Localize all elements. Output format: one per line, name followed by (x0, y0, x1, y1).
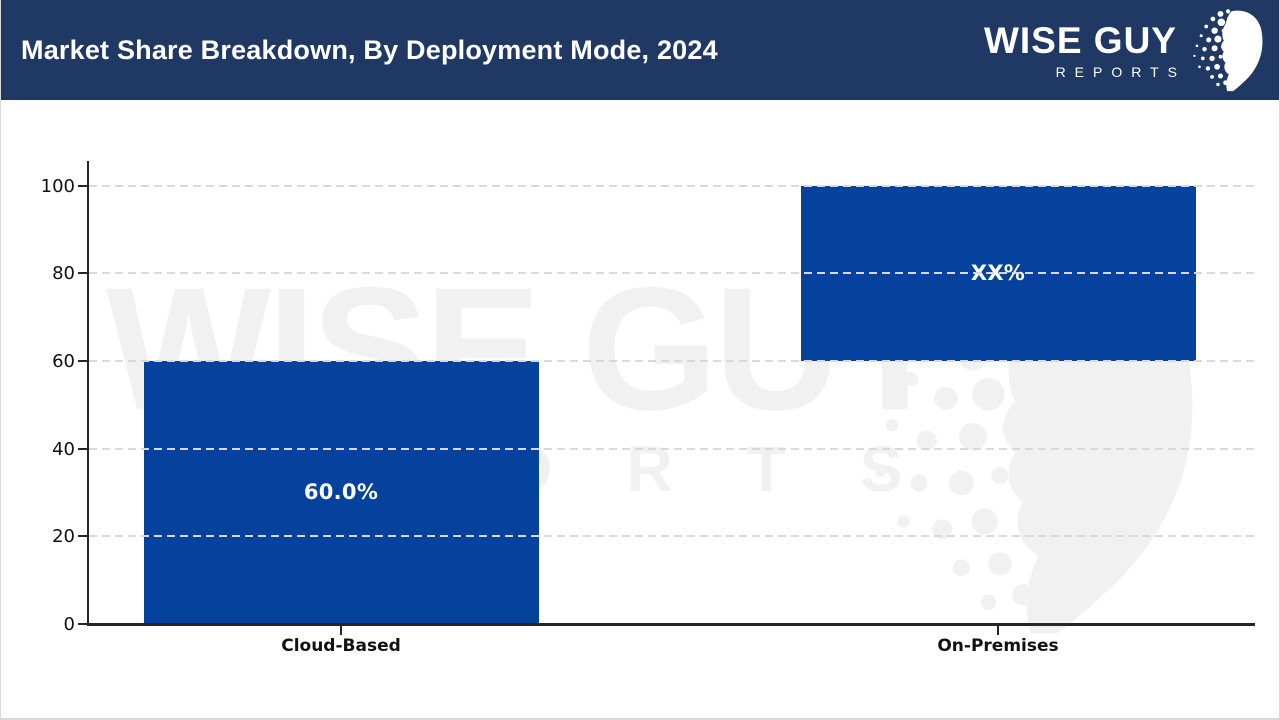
page-title: Market Share Breakdown, By Deployment Mo… (21, 34, 718, 65)
x-tick-1 (997, 626, 999, 635)
logo-subtitle: REPORTS (1055, 63, 1186, 80)
gridline-20 (89, 535, 1255, 538)
y-tick-60 (78, 359, 87, 362)
y-tick-20 (78, 535, 87, 538)
y-tick-label-60: 60 (52, 350, 75, 372)
y-tick-label-80: 80 (52, 263, 75, 285)
x-tick-0 (340, 626, 342, 635)
bar-cloud-based: 60.0% (143, 360, 539, 624)
x-tick-label-1: On-Premises (937, 636, 1059, 656)
gridline-100 (89, 184, 1255, 187)
y-tick-label-100: 100 (40, 175, 75, 197)
wiseguy-logo: WISE GUY REPORTS (984, 8, 1267, 92)
gridline-60 (89, 359, 1255, 362)
logo-text: WISE GUY REPORTS (984, 22, 1177, 79)
y-tick-label-40: 40 (52, 438, 75, 460)
x-tick-label-0: Cloud-Based (281, 636, 401, 656)
y-tick-label-0: 0 (63, 614, 75, 635)
y-tick-label-20: 20 (52, 526, 75, 548)
gridline-80 (89, 272, 1255, 275)
y-tick-40 (78, 447, 87, 450)
x-axis-line (87, 623, 1255, 626)
y-tick-0 (78, 623, 87, 625)
bar-value-label: 60.0% (303, 480, 379, 505)
logo-face-icon (1179, 8, 1267, 92)
y-axis-line (87, 161, 89, 626)
gridline-40 (89, 447, 1255, 450)
y-tick-80 (78, 272, 87, 275)
logo-wordmark: WISE GUY (983, 19, 1177, 61)
header-bar: Market Share Breakdown, By Deployment Mo… (1, 0, 1279, 100)
y-tick-100 (78, 184, 87, 187)
